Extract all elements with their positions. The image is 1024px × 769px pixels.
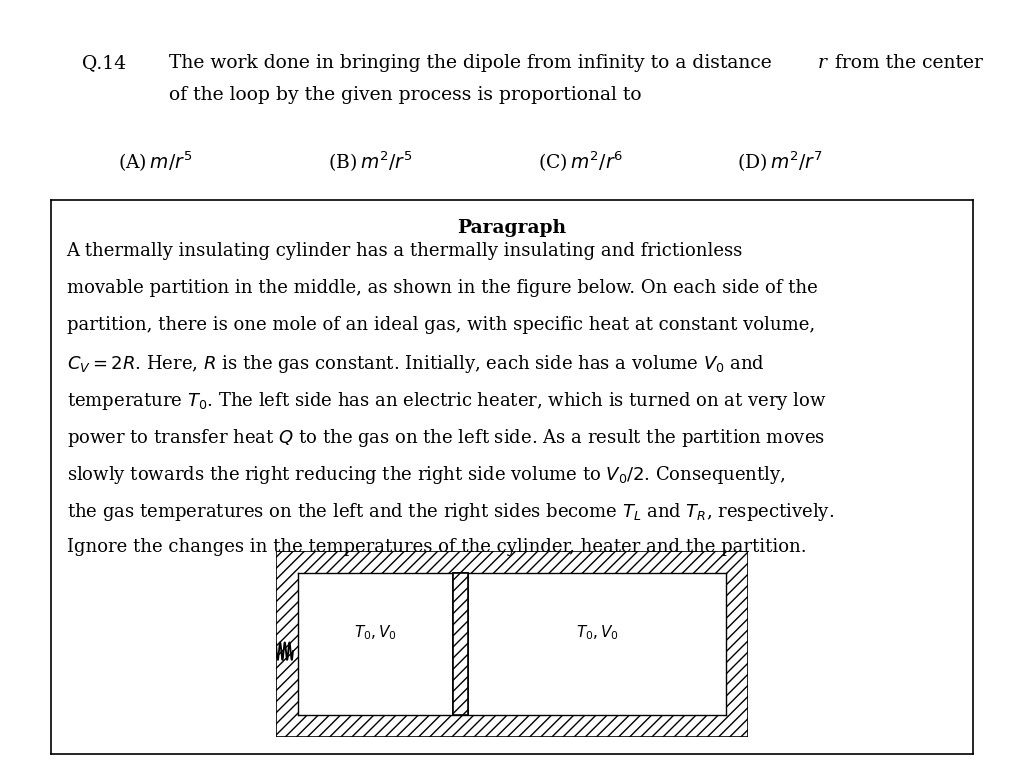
Text: Paragraph: Paragraph xyxy=(458,219,566,237)
Text: Ignore the changes in the temperatures of the cylinder, heater and the partition: Ignore the changes in the temperatures o… xyxy=(67,538,806,555)
Text: $T_0, V_0$: $T_0, V_0$ xyxy=(354,624,397,642)
Text: (C) $m^2/r^6$: (C) $m^2/r^6$ xyxy=(538,150,623,175)
Text: (D) $m^2/r^7$: (D) $m^2/r^7$ xyxy=(737,150,823,175)
Text: $T_0, V_0$: $T_0, V_0$ xyxy=(575,624,618,642)
Text: the gas temperatures on the left and the right sides become $T_L$ and $T_R$, res: the gas temperatures on the left and the… xyxy=(67,501,834,523)
Text: (B) $m^2/r^5$: (B) $m^2/r^5$ xyxy=(328,150,412,175)
Bar xyxy=(453,573,468,715)
Text: partition, there is one mole of an ideal gas, with specific heat at constant vol: partition, there is one mole of an ideal… xyxy=(67,316,815,334)
Text: of the loop by the given process is proportional to: of the loop by the given process is prop… xyxy=(169,86,642,104)
Bar xyxy=(455,574,467,714)
Text: from the center: from the center xyxy=(829,54,983,72)
Text: $C_V = 2R$. Here, $R$ is the gas constant. Initially, each side has a volume $V_: $C_V = 2R$. Here, $R$ is the gas constan… xyxy=(67,353,765,375)
Text: temperature $T_0$. The left side has an electric heater, which is turned on at v: temperature $T_0$. The left side has an … xyxy=(67,390,826,412)
Text: movable partition in the middle, as shown in the figure below. On each side of t: movable partition in the middle, as show… xyxy=(67,279,817,297)
Text: power to transfer heat $Q$ to the gas on the left side. As a result the partitio: power to transfer heat $Q$ to the gas on… xyxy=(67,427,824,449)
Text: (A) $m/r^5$: (A) $m/r^5$ xyxy=(118,150,191,175)
Text: The work done in bringing the dipole from infinity to a distance: The work done in bringing the dipole fro… xyxy=(169,54,777,72)
Text: Q.14: Q.14 xyxy=(82,54,126,72)
Bar xyxy=(453,573,468,715)
Text: r: r xyxy=(818,54,827,72)
Text: A thermally insulating cylinder has a thermally insulating and frictionless: A thermally insulating cylinder has a th… xyxy=(67,242,742,260)
Text: slowly towards the right reducing the right side volume to $V_0/2$. Consequently: slowly towards the right reducing the ri… xyxy=(67,464,785,486)
Bar xyxy=(298,573,726,715)
